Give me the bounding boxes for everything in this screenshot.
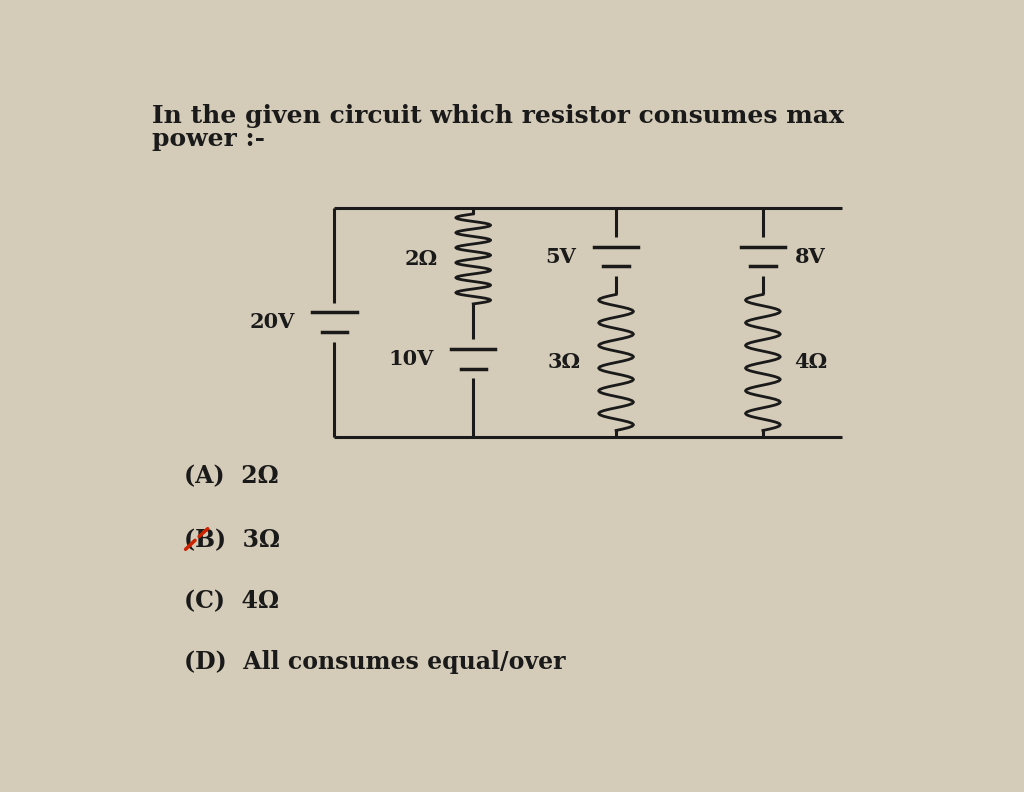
Text: 20V: 20V bbox=[249, 312, 295, 332]
Text: (D)  All consumes equal/over: (D) All consumes equal/over bbox=[183, 650, 565, 674]
Text: 4Ω: 4Ω bbox=[795, 352, 827, 372]
Text: 3Ω: 3Ω bbox=[547, 352, 581, 372]
Text: (C)  4Ω: (C) 4Ω bbox=[183, 589, 279, 613]
Text: 2Ω: 2Ω bbox=[404, 249, 437, 269]
Text: 5V: 5V bbox=[546, 246, 577, 267]
Text: 8V: 8V bbox=[795, 246, 825, 267]
Text: power :-: power :- bbox=[152, 127, 265, 151]
Text: (A)  2Ω: (A) 2Ω bbox=[183, 464, 279, 488]
Text: In the given circuit which resistor consumes max: In the given circuit which resistor cons… bbox=[152, 105, 844, 128]
Text: (B)  3Ω: (B) 3Ω bbox=[183, 528, 280, 552]
Text: 10V: 10V bbox=[388, 348, 433, 369]
